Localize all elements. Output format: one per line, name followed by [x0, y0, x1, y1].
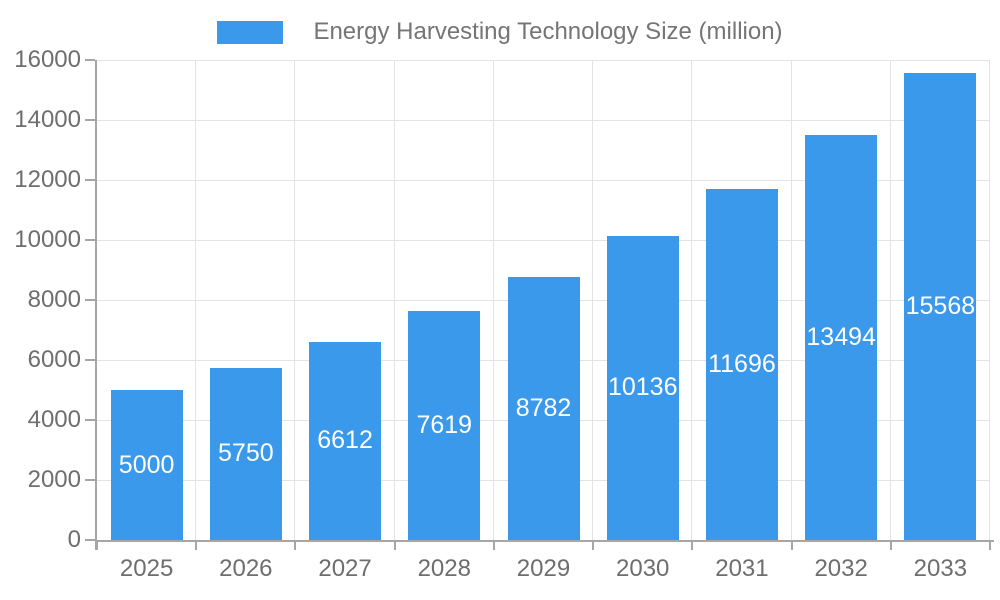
y-tick-10000: [85, 239, 95, 241]
x-tick-3: [393, 542, 396, 550]
x-tick-8: [889, 542, 892, 550]
x-tick-label-2028: 2028: [417, 555, 471, 582]
y-axis-line: [95, 60, 97, 550]
bar-2033[interactable]: 15568: [904, 72, 977, 540]
bar-value-2030: 10136: [607, 373, 678, 402]
x-tick-6: [691, 542, 694, 550]
bar-value-2033: 15568: [905, 291, 976, 320]
y-tick-16000: [85, 59, 95, 61]
bar-value-2032: 13494: [806, 323, 876, 352]
x-tick-label-2025: 2025: [119, 555, 174, 582]
bar-2029[interactable]: 8782: [507, 276, 580, 540]
x-tick-0: [96, 542, 98, 550]
x-tick-label-2027: 2027: [318, 555, 372, 582]
y-tick-label-12000: 12000: [14, 166, 81, 193]
y-tick-8000: [85, 299, 95, 301]
x-tick-label-2033: 2033: [913, 555, 968, 582]
y-tick-12000: [85, 179, 95, 181]
bar-2028[interactable]: 7619: [408, 311, 481, 540]
h-gridline-14000: [97, 120, 990, 121]
h-gridline-12000: [97, 180, 990, 181]
v-gridline-2: [294, 60, 296, 540]
y-tick-label-8000: 8000: [27, 286, 81, 313]
bar-value-2031: 11696: [708, 350, 776, 379]
bar-value-2028: 7619: [416, 411, 473, 440]
y-tick-label-10000: 10000: [14, 226, 81, 253]
bar-value-2026: 5750: [218, 439, 274, 468]
v-gridline-9: [989, 60, 990, 540]
y-tick-label-0: 0: [67, 526, 81, 553]
bar-2030[interactable]: 10136: [606, 235, 679, 540]
y-tick-label-4000: 4000: [27, 406, 81, 433]
v-gridline-6: [691, 60, 693, 540]
x-tick-label-2029: 2029: [516, 555, 571, 582]
y-tick-0: [85, 539, 95, 541]
bar-2031[interactable]: 11696: [705, 189, 778, 540]
y-tick-4000: [85, 419, 95, 421]
x-tick-label-2032: 2032: [814, 555, 868, 582]
y-tick-label-14000: 14000: [14, 106, 81, 133]
y-tick-6000: [85, 359, 95, 361]
x-tick-1: [195, 542, 198, 550]
x-tick-label-2031: 2031: [715, 555, 769, 582]
legend-swatch: [217, 20, 284, 44]
x-axis-line: [95, 540, 994, 542]
v-gridline-8: [889, 60, 891, 540]
bar-2025[interactable]: 5000: [110, 390, 183, 540]
y-tick-label-6000: 6000: [27, 346, 81, 373]
bar-value-2027: 6612: [317, 426, 373, 455]
v-gridline-5: [592, 60, 594, 540]
v-gridline-3: [393, 60, 395, 540]
x-tick-9: [989, 542, 991, 550]
y-tick-14000: [85, 119, 95, 121]
bar-2032[interactable]: 13494: [805, 135, 878, 540]
bar-2026[interactable]: 5750: [209, 367, 282, 540]
v-gridline-1: [195, 60, 197, 540]
v-gridline-7: [790, 60, 792, 540]
x-tick-label-2030: 2030: [616, 555, 670, 582]
bar-value-2029: 8782: [515, 393, 572, 422]
y-tick-label-16000: 16000: [14, 46, 81, 73]
bar-value-2025: 5000: [118, 450, 175, 479]
x-tick-7: [790, 542, 793, 550]
v-gridline-4: [492, 60, 494, 540]
x-tick-2: [294, 542, 297, 550]
h-gridline-16000: [97, 60, 990, 61]
x-tick-5: [592, 542, 595, 550]
legend-label: Energy Harvesting Technology Size (milli…: [313, 18, 783, 45]
x-tick-label-2026: 2026: [219, 555, 273, 582]
y-tick-2000: [85, 479, 95, 481]
h-gridline-10000: [97, 240, 990, 241]
legend-item[interactable]: Energy Harvesting Technology Size (milli…: [0, 18, 1000, 46]
bar-2027[interactable]: 6612: [309, 341, 382, 540]
y-tick-label-2000: 2000: [27, 466, 81, 493]
plot-area: 0 2000 4000 6000 8000 10000 12000 14000 16000 500…: [14, 47, 994, 582]
x-tick-4: [492, 542, 495, 550]
